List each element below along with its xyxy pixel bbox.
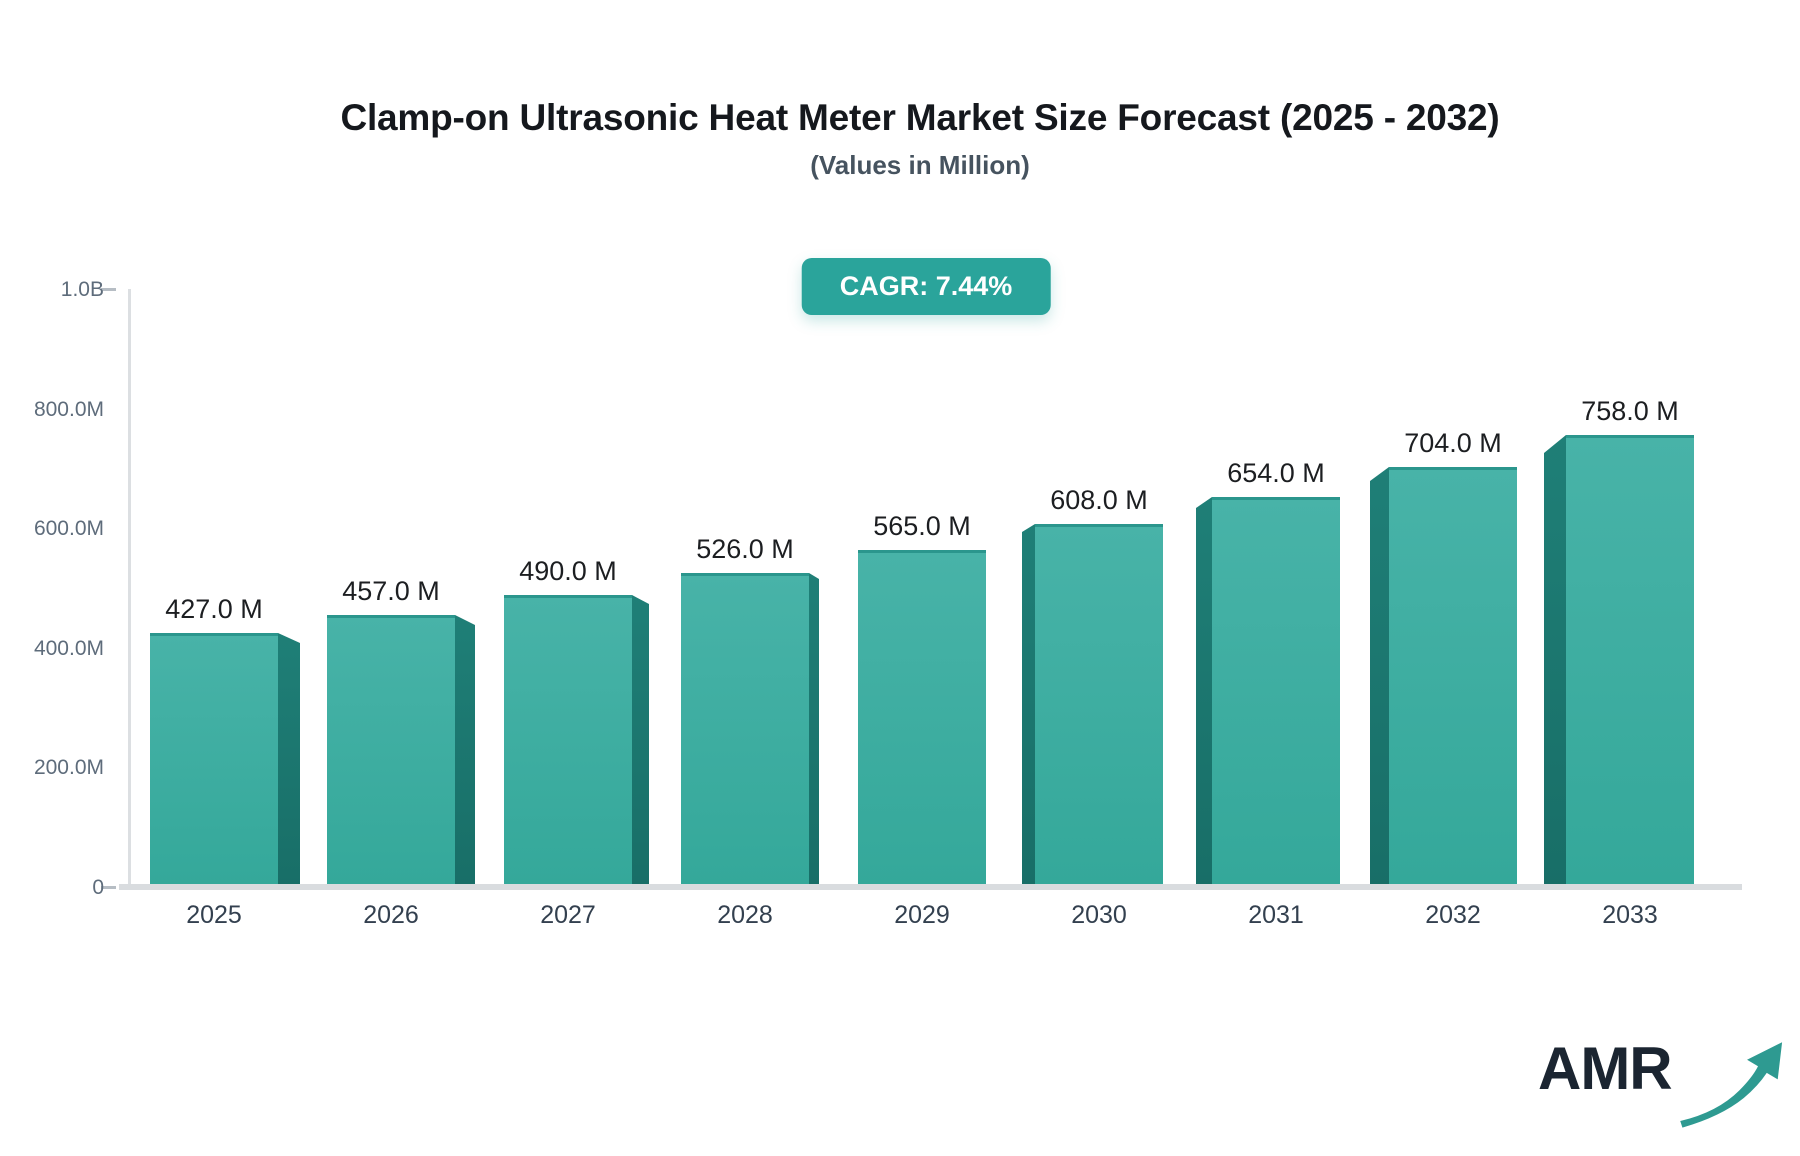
bar-side-2033 xyxy=(1544,435,1566,888)
bar-top-edge-2031 xyxy=(1212,497,1340,500)
bar-side-2027 xyxy=(632,595,649,888)
cagr-badge: CAGR: 7.44% xyxy=(801,258,1051,315)
x-axis-baseline xyxy=(119,884,1742,890)
value-label-2025: 427.0 M xyxy=(165,594,263,624)
y-axis-line xyxy=(128,289,131,889)
value-label-2031: 654.0 M xyxy=(1227,458,1325,488)
y-tick-label-800.0M: 800.0M xyxy=(33,397,104,421)
x-label-2026: 2026 xyxy=(363,901,419,929)
bar-side-2026 xyxy=(455,615,475,888)
bar-2033 xyxy=(1566,435,1694,888)
bar-2031 xyxy=(1212,497,1340,888)
chart-title: Clamp-on Ultrasonic Heat Meter Market Si… xyxy=(340,97,1500,138)
bar-2027 xyxy=(504,595,632,888)
bar-2026 xyxy=(327,615,455,888)
value-label-2027: 490.0 M xyxy=(519,556,617,586)
chart-subtitle: (Values in Million) xyxy=(810,150,1030,180)
y-tick-top xyxy=(101,288,116,291)
y-tick-label-1.0B: 1.0B xyxy=(60,278,104,301)
value-label-2032: 704.0 M xyxy=(1404,428,1502,458)
bars-group xyxy=(150,435,1694,888)
x-label-2027: 2027 xyxy=(540,901,596,929)
bar-2025 xyxy=(150,633,278,888)
x-label-2031: 2031 xyxy=(1248,901,1304,929)
bar-2030 xyxy=(1035,524,1163,888)
x-label-2033: 2033 xyxy=(1602,901,1658,929)
value-label-2026: 457.0 M xyxy=(342,576,440,606)
x-label-2030: 2030 xyxy=(1071,901,1127,929)
bar-2032 xyxy=(1389,467,1517,888)
bar-side-2032 xyxy=(1370,467,1389,888)
x-label-2032: 2032 xyxy=(1425,901,1481,929)
y-tick-bottom xyxy=(101,886,116,889)
bar-top-edge-2032 xyxy=(1389,467,1517,470)
y-tick-label-400.0M: 400.0M xyxy=(33,636,104,660)
bar-top-edge-2029 xyxy=(858,550,986,553)
y-tick-label-600.0M: 600.0M xyxy=(33,517,104,541)
y-tick-label-0: 0 xyxy=(92,876,104,899)
bar-top-edge-2026 xyxy=(327,615,455,618)
y-tick-label-200.0M: 200.0M xyxy=(33,756,104,780)
growth-arrow-icon xyxy=(1680,1042,1783,1128)
bar-2028 xyxy=(681,573,809,888)
bar-side-2025 xyxy=(278,633,300,888)
x-label-2025: 2025 xyxy=(186,901,242,929)
bar-top-edge-2027 xyxy=(504,595,632,598)
value-label-2030: 608.0 M xyxy=(1050,485,1148,515)
value-label-2033: 758.0 M xyxy=(1581,396,1679,426)
value-label-2029: 565.0 M xyxy=(873,511,971,541)
bar-side-2028 xyxy=(809,573,819,888)
x-label-2028: 2028 xyxy=(717,901,773,929)
x-label-2029: 2029 xyxy=(894,901,950,929)
bar-top-edge-2025 xyxy=(150,633,278,636)
amr-logo: AMR xyxy=(1538,1034,1783,1144)
value-label-2028: 526.0 M xyxy=(696,534,794,564)
bar-side-2031 xyxy=(1196,497,1212,888)
amr-logo-text: AMR xyxy=(1538,1035,1673,1102)
bar-top-edge-2033 xyxy=(1566,435,1694,438)
bar-top-edge-2030 xyxy=(1035,524,1163,527)
bar-top-edge-2028 xyxy=(681,573,809,576)
bar-side-2030 xyxy=(1022,524,1035,888)
bar-2029 xyxy=(858,550,986,888)
